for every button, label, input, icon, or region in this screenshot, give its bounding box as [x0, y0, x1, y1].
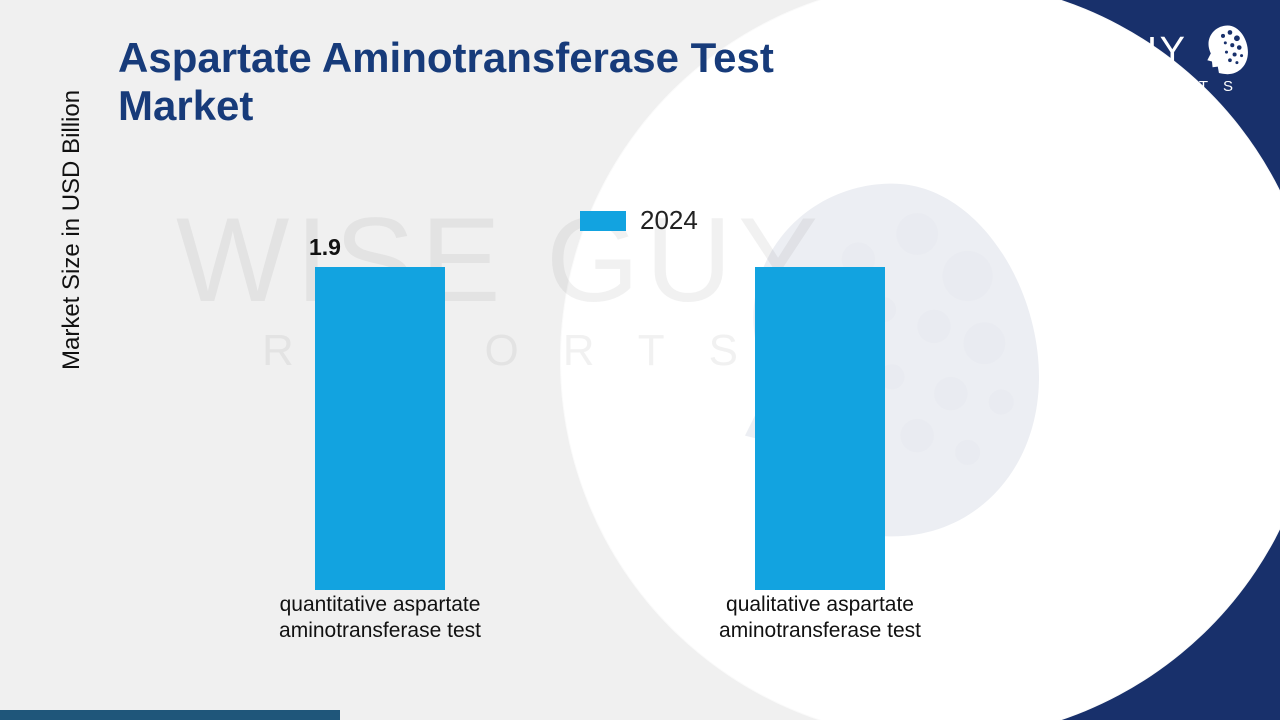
chart-title: Aspartate Aminotransferase Test Market	[118, 34, 838, 131]
bottom-accent-strip	[0, 710, 340, 720]
plot-area: 1.9quantitative aspartate aminotransfera…	[120, 250, 900, 590]
legend-label: 2024	[640, 205, 698, 236]
legend-swatch	[580, 211, 626, 231]
bar-value-label: 1.9	[309, 234, 429, 261]
brand-logo: WISE GUY REPORTS	[982, 22, 1252, 95]
brand-sub: REPORTS	[982, 78, 1252, 95]
brand-name: WISE GUY	[974, 30, 1188, 73]
brand-head-icon	[1194, 22, 1252, 80]
bar	[315, 267, 445, 590]
chart-canvas: WISE GUY REPORTS WISE GUY REPORTS Aspart	[0, 0, 1280, 720]
bar	[755, 267, 885, 590]
x-axis-category-label: quantitative aspartate aminotransferase …	[260, 590, 500, 645]
x-axis-category-label: qualitative aspartate aminotransferase t…	[700, 590, 940, 645]
bar-group: qualitative aspartate aminotransferase t…	[710, 267, 930, 590]
y-axis-label: Market Size in USD Billion	[58, 90, 86, 370]
legend: 2024	[580, 205, 698, 236]
bar-group: 1.9quantitative aspartate aminotransfera…	[270, 267, 490, 590]
